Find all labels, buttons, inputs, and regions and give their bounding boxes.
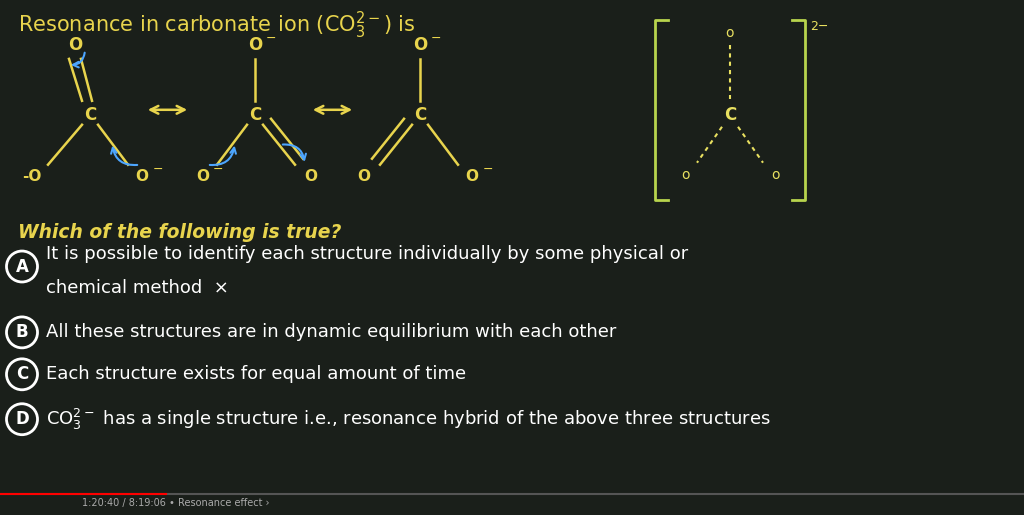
Text: 2−: 2− [810,20,828,33]
Text: O: O [357,169,371,184]
Text: Each structure exists for equal amount of time: Each structure exists for equal amount o… [46,365,466,383]
Text: O: O [248,36,262,54]
Text: Resonance in carbonate ion (CO$_3^{2-}$) is: Resonance in carbonate ion (CO$_3^{2-}$)… [18,10,416,41]
Text: C: C [414,106,426,124]
Text: −: − [431,31,441,44]
Text: 1:20:40 / 8:19:06 • Resonance effect ›: 1:20:40 / 8:19:06 • Resonance effect › [82,498,269,508]
Text: -O: -O [23,169,42,184]
Text: −: − [482,163,494,176]
Text: A: A [15,258,29,276]
Text: o: o [771,168,779,182]
Text: o: o [681,168,689,182]
Text: chemical method  ×: chemical method × [46,280,229,298]
Text: CO$_3^{2-}$ has a single structure i.e., resonance hybrid of the above three str: CO$_3^{2-}$ has a single structure i.e.,… [46,407,771,432]
Text: D: D [15,410,29,428]
Text: O: O [197,169,210,184]
Text: O: O [304,169,317,184]
Text: C: C [724,106,736,124]
Text: o: o [726,26,734,40]
Text: C: C [84,106,96,124]
Text: All these structures are in dynamic equilibrium with each other: All these structures are in dynamic equi… [46,323,616,341]
Text: −: − [153,163,163,176]
Text: B: B [15,323,29,341]
Text: C: C [249,106,261,124]
Text: −: − [213,163,223,176]
Text: O: O [413,36,427,54]
Text: O: O [135,169,148,184]
Text: −: − [266,31,276,44]
Text: Which of the following is true?: Which of the following is true? [18,222,341,242]
Text: O: O [68,36,82,54]
Text: O: O [466,169,478,184]
Text: It is possible to identify each structure individually by some physical or: It is possible to identify each structur… [46,245,688,263]
Text: C: C [16,365,28,383]
